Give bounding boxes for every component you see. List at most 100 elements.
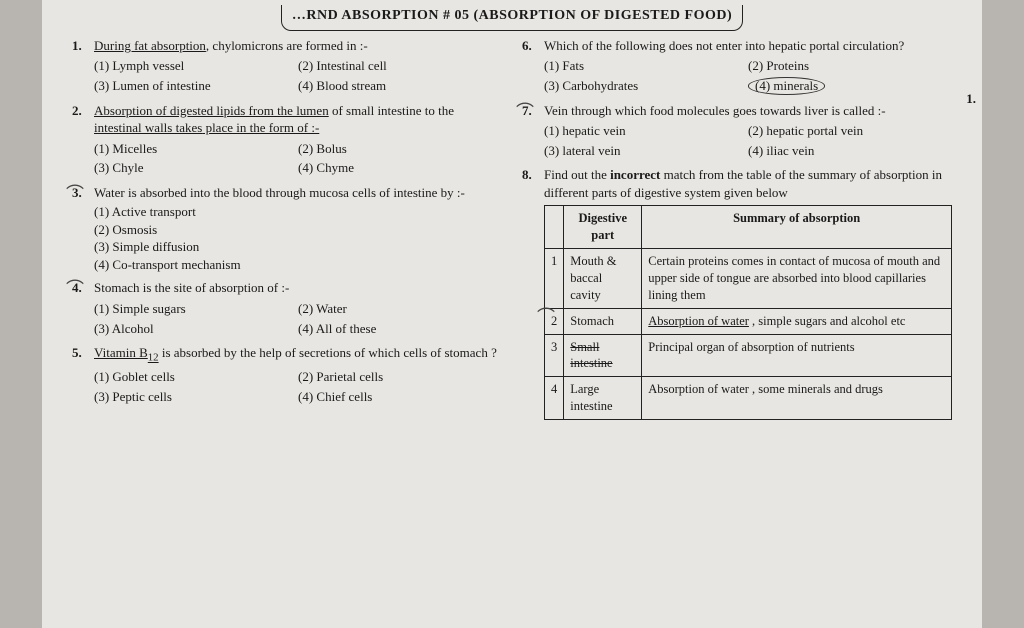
q2-u1: Absorption of digested lipids from the l…: [94, 103, 329, 118]
question-3: ⌒ 3. Water is absorbed into the blood th…: [72, 184, 502, 274]
q6-body: Which of the following does not enter in…: [544, 37, 952, 96]
r4-summary: Absorption of water , some minerals and …: [642, 377, 952, 420]
r1-part: Mouth & baccal cavity: [564, 249, 642, 309]
q5-sub: 12: [148, 352, 159, 364]
r3-summary: Principal organ of absorption of nutrien…: [642, 334, 952, 377]
q2-opt1: (1) Micelles: [94, 139, 298, 159]
question-1: 1. During fat absorption, chylomicrons a…: [72, 37, 502, 96]
question-7: ⌒ 7. Vein through which food molecules g…: [522, 102, 952, 161]
table-row: 4 Large intestine Absorption of water , …: [545, 377, 952, 420]
q8-ta: Find out the: [544, 167, 610, 182]
q5-opt2: (2) Parietal cells: [298, 367, 502, 387]
q5-body: Vitamin B12 is absorbed by the help of s…: [94, 344, 502, 406]
right-column: 6. Which of the following does not enter…: [522, 37, 952, 426]
q2-body: Absorption of digested lipids from the l…: [94, 102, 502, 178]
table-row: 1 Mouth & baccal cavity Certain proteins…: [545, 249, 952, 309]
q5-opt3: (3) Peptic cells: [94, 387, 298, 407]
page: …RND ABSORPTION # 05 (ABSORPTION OF DIGE…: [42, 0, 982, 628]
question-2: 2. Absorption of digested lipids from th…: [72, 102, 502, 178]
r1-num: 1: [545, 249, 564, 309]
q7-text: Vein through which food molecules goes t…: [544, 102, 952, 120]
table-header-row: Digestive part Summary of absorption: [545, 206, 952, 249]
absorption-table: Digestive part Summary of absorption 1 M…: [544, 205, 952, 420]
r4-part: Large intestine: [564, 377, 642, 420]
q5-text: Vitamin B12 is absorbed by the help of s…: [94, 344, 502, 365]
question-6: 6. Which of the following does not enter…: [522, 37, 952, 96]
r2-sum-b: , simple sugars and alcohol etc: [749, 314, 906, 328]
question-8: 8. Find out the incorrect match from the…: [522, 166, 952, 420]
q2-t4: place in the form of :-: [202, 120, 319, 135]
q8-tb: incorrect: [610, 167, 660, 182]
q1-options: (1) Lymph vessel (2) Intestinal cell (3)…: [94, 56, 502, 95]
table-row: ⌒ 2 Stomach Absorption of water , simple…: [545, 308, 952, 334]
q5-opt1: (1) Goblet cells: [94, 367, 298, 387]
q6-opt4-circled: (4) minerals: [748, 77, 825, 95]
q2-number: 2.: [72, 102, 94, 178]
q1-opt3: (3) Lumen of intestine: [94, 76, 298, 96]
q7-opt2: (2) hepatic portal vein: [748, 121, 952, 141]
q2-text: Absorption of digested lipids from the l…: [94, 102, 502, 137]
r1-summary: Certain proteins comes in contact of muc…: [642, 249, 952, 309]
q7-opt3: (3) lateral vein: [544, 141, 748, 161]
two-columns: 1. During fat absorption, chylomicrons a…: [72, 37, 952, 426]
q3-check-icon: ⌒: [66, 182, 84, 206]
q6-opt2: (2) Proteins: [748, 56, 952, 76]
q5-options: (1) Goblet cells (2) Parietal cells (3) …: [94, 367, 502, 406]
q1-opt4: (4) Blood stream: [298, 76, 502, 96]
q8-body: Find out the incorrect match from the ta…: [544, 166, 952, 420]
q6-options: (1) Fats (2) Proteins (3) Carbohydrates …: [544, 56, 952, 95]
th-blank: [545, 206, 564, 249]
r2-num: ⌒ 2: [545, 308, 564, 334]
q3-opt1: (1) Active transport: [94, 203, 502, 221]
r3-part-strike: Small intestine: [570, 340, 612, 371]
q5-opt4: (4) Chief cells: [298, 387, 502, 407]
q2-u3: intestinal walls takes: [94, 120, 202, 135]
q1-opt2: (2) Intestinal cell: [298, 56, 502, 76]
section-header: …RND ABSORPTION # 05 (ABSORPTION OF DIGE…: [281, 5, 743, 31]
r3-num: 3: [545, 334, 564, 377]
r2-check-icon: ⌒: [537, 305, 555, 329]
q6-text: Which of the following does not enter in…: [544, 37, 952, 55]
r2-part: Stomach: [564, 308, 642, 334]
r3-part: Small intestine: [564, 334, 642, 377]
q4-opt2: (2) Water: [298, 299, 502, 319]
q6-number: 6.: [522, 37, 544, 96]
q4-body: Stomach is the site of absorption of :- …: [94, 279, 502, 338]
q8-text: Find out the incorrect match from the ta…: [544, 166, 952, 201]
r4-num: 4: [545, 377, 564, 420]
q2-opt4: (4) Chyme: [298, 158, 502, 178]
q3-opt3: (3) Simple diffusion: [94, 238, 502, 256]
q5-ta: Vitamin B: [94, 345, 148, 360]
q4-text: Stomach is the site of absorption of :-: [94, 279, 502, 297]
q7-body: Vein through which food molecules goes t…: [544, 102, 952, 161]
th-part: Digestive part: [564, 206, 642, 249]
q1-opt1: (1) Lymph vessel: [94, 56, 298, 76]
th-summary: Summary of absorption: [642, 206, 952, 249]
q5-tb: is absorbed by the help of secretions of…: [159, 345, 497, 360]
q2-opt2: (2) Bolus: [298, 139, 502, 159]
q7-check-icon: ⌒: [516, 100, 534, 124]
q1-text-underlined: During fat absorption: [94, 38, 206, 53]
q1-body: During fat absorption, chylomicrons are …: [94, 37, 502, 96]
q2-t2: of small intestine to the: [329, 103, 454, 118]
question-5: 5. Vitamin B12 is absorbed by the help o…: [72, 344, 502, 406]
q1-text-rest: , chylomicrons are formed in :-: [206, 38, 368, 53]
q7-opt1: (1) hepatic vein: [544, 121, 748, 141]
q3-opt4: (4) Co-transport mechanism: [94, 256, 502, 274]
q5-number: 5.: [72, 344, 94, 406]
q3-body: Water is absorbed into the blood through…: [94, 184, 502, 274]
q4-opt4: (4) All of these: [298, 319, 502, 339]
q1-number: 1.: [72, 37, 94, 96]
left-column: 1. During fat absorption, chylomicrons a…: [72, 37, 502, 426]
q3-opt2: (2) Osmosis: [94, 221, 502, 239]
table-row: 3 Small intestine Principal organ of abs…: [545, 334, 952, 377]
q3-text: Water is absorbed into the blood through…: [94, 184, 502, 202]
q4-options: (1) Simple sugars (2) Water (3) Alcohol …: [94, 299, 502, 338]
q1-text: During fat absorption, chylomicrons are …: [94, 37, 502, 55]
r2-summary: Absorption of water , simple sugars and …: [642, 308, 952, 334]
q4-opt3: (3) Alcohol: [94, 319, 298, 339]
q6-opt1: (1) Fats: [544, 56, 748, 76]
q6-opt3: (3) Carbohydrates: [544, 76, 748, 96]
q2-options: (1) Micelles (2) Bolus (3) Chyle (4) Chy…: [94, 139, 502, 178]
q4-check-icon: ⌒: [66, 277, 84, 301]
